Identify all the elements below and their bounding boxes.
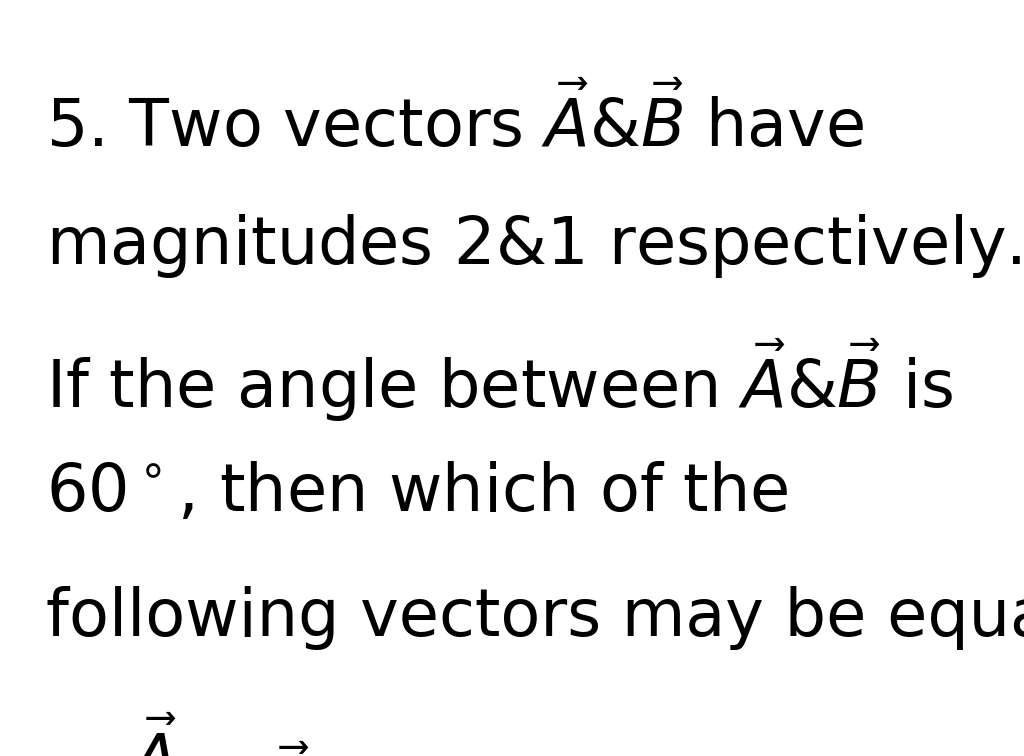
Text: following vectors may be equal: following vectors may be equal <box>46 586 1024 650</box>
Text: 5. Two vectors $\vec{A}$&$\vec{B}$ have: 5. Two vectors $\vec{A}$&$\vec{B}$ have <box>46 87 864 161</box>
Text: to $\dfrac{\vec{A}}{2} - \vec{B}$. (A) (B) (D) $\longrightarrow$: to $\dfrac{\vec{A}}{2} - \vec{B}$. (A) (… <box>46 711 811 756</box>
Text: If the angle between $\vec{A}$&$\vec{B}$ is: If the angle between $\vec{A}$&$\vec{B}$… <box>46 336 953 423</box>
Text: magnitudes $2$&$1$ respectively.: magnitudes $2$&$1$ respectively. <box>46 212 1022 280</box>
Text: $60^\circ$, then which of the: $60^\circ$, then which of the <box>46 461 788 525</box>
